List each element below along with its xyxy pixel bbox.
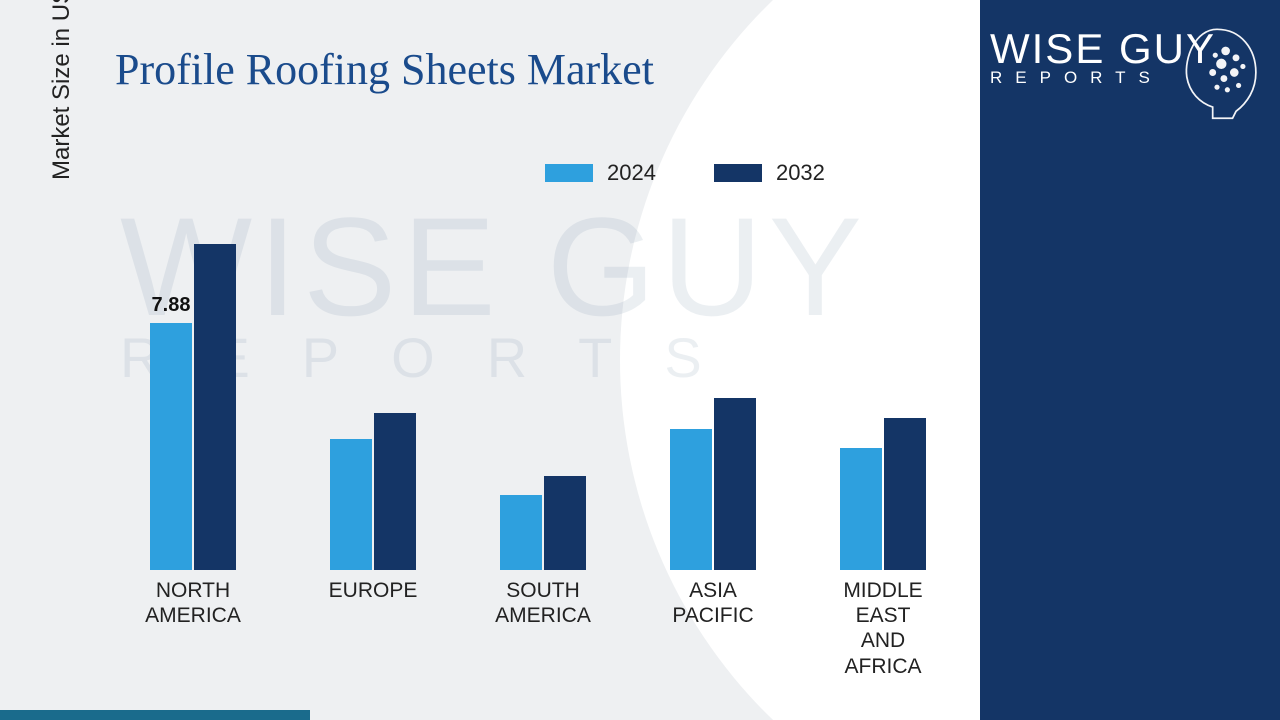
bottom-accent-bar: [0, 710, 310, 720]
brand-logo: WISE GUY REPORTS: [990, 28, 1250, 88]
legend-label-2032: 2032: [776, 160, 825, 186]
legend-item-2032: 2032: [714, 160, 825, 186]
bar-2024: [500, 495, 542, 570]
bar-2032: [544, 476, 586, 570]
legend-swatch-2032: [714, 164, 762, 182]
category-label: SOUTHAMERICA: [463, 578, 623, 628]
bar-2024: [670, 429, 712, 570]
bar-2032: [374, 413, 416, 570]
bar-2032: [714, 398, 756, 570]
category-label: NORTHAMERICA: [113, 578, 273, 628]
legend: 2024 2032: [545, 160, 825, 186]
logo-line1: WISE GUY: [990, 28, 1250, 70]
y-axis-label: Market Size in USD Billion: [48, 0, 76, 180]
page: WISE GUY REPORTS Profile Roofing Sheets …: [0, 0, 1280, 720]
legend-label-2024: 2024: [607, 160, 656, 186]
bar-chart: 7.88: [110, 210, 940, 570]
category-label: ASIAPACIFIC: [633, 578, 793, 628]
bar-value-label: 7.88: [152, 294, 191, 317]
page-title: Profile Roofing Sheets Market: [115, 44, 654, 95]
category-label: MIDDLEEASTANDAFRICA: [803, 578, 963, 679]
bar-2024: [330, 439, 372, 570]
category-label: EUROPE: [293, 578, 453, 603]
legend-item-2024: 2024: [545, 160, 656, 186]
bar-2032: [884, 418, 926, 570]
bar-2024: [840, 448, 882, 570]
legend-swatch-2024: [545, 164, 593, 182]
bar-2032: [194, 244, 236, 570]
bar-2024: [150, 323, 192, 570]
plot-area: 7.88: [110, 210, 940, 570]
